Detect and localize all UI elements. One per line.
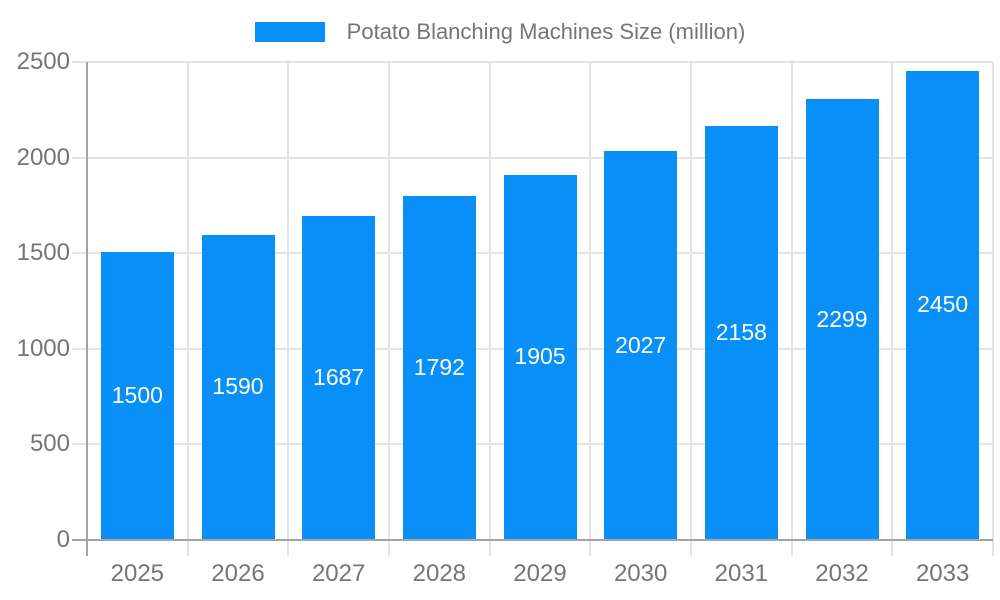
gridline-vertical [891, 62, 894, 556]
bar[interactable]: 2027 [604, 151, 678, 539]
x-axis-tick-label: 2025 [110, 560, 165, 587]
bar-value-label: 2299 [816, 305, 868, 332]
y-axis-tick-label: 2000 [16, 143, 70, 171]
gridline-vertical [287, 62, 290, 556]
y-axis-line [86, 62, 88, 556]
x-axis-tick-label: 2033 [915, 560, 970, 587]
legend-label: Potato Blanching Machines Size (million) [346, 18, 746, 44]
bar[interactable]: 1590 [201, 234, 275, 539]
bar[interactable]: 1500 [100, 252, 174, 539]
bar[interactable]: 2299 [805, 99, 879, 539]
x-axis-tick-label: 2032 [815, 560, 869, 587]
bar-value-label: 1687 [313, 364, 365, 391]
gridline-vertical [690, 62, 692, 556]
bar[interactable]: 1905 [503, 174, 577, 539]
bar[interactable]: 2158 [704, 126, 778, 539]
x-axis-line [72, 539, 993, 541]
gridline-vertical [589, 62, 592, 556]
x-axis-tick-label: 2026 [211, 560, 265, 587]
bar-value-label: 1792 [413, 354, 465, 381]
y-axis-tick-label: 1000 [16, 334, 70, 362]
gridline-horizontal [72, 539, 993, 541]
bar[interactable]: 1687 [302, 216, 376, 539]
gridline-vertical [186, 62, 189, 556]
gridline-vertical [388, 62, 390, 556]
bar-value-label: 1590 [212, 373, 264, 400]
y-axis-tick-label: 2500 [16, 48, 70, 75]
x-axis-tick-label: 2030 [613, 560, 668, 587]
y-axis-tick-label: 1500 [16, 239, 70, 267]
bar[interactable]: 1792 [402, 196, 476, 539]
y-axis-tick-label: 0 [56, 526, 70, 553]
legend-item[interactable]: Potato Blanching Machines Size (million) [0, 14, 1000, 50]
x-axis-tick-label: 2031 [714, 560, 769, 587]
y-axis-tick-label: 500 [29, 430, 70, 458]
bar[interactable]: 2450 [906, 70, 980, 539]
legend-swatch-icon [254, 22, 325, 42]
gridline-vertical [488, 62, 491, 556]
bar-value-label: 1905 [514, 343, 566, 370]
bar-value-label: 2158 [715, 319, 767, 346]
bar-value-label: 2450 [917, 291, 969, 318]
gridline-vertical [992, 62, 994, 556]
bar-value-label: 2027 [615, 331, 667, 358]
x-axis-tick-label: 2029 [513, 560, 567, 587]
gridline-horizontal [72, 61, 993, 63]
x-axis-tick-label: 2028 [412, 560, 467, 587]
x-axis-tick-label: 2027 [311, 560, 366, 587]
gridline-vertical [790, 62, 793, 556]
bar-value-label: 1500 [111, 382, 163, 409]
